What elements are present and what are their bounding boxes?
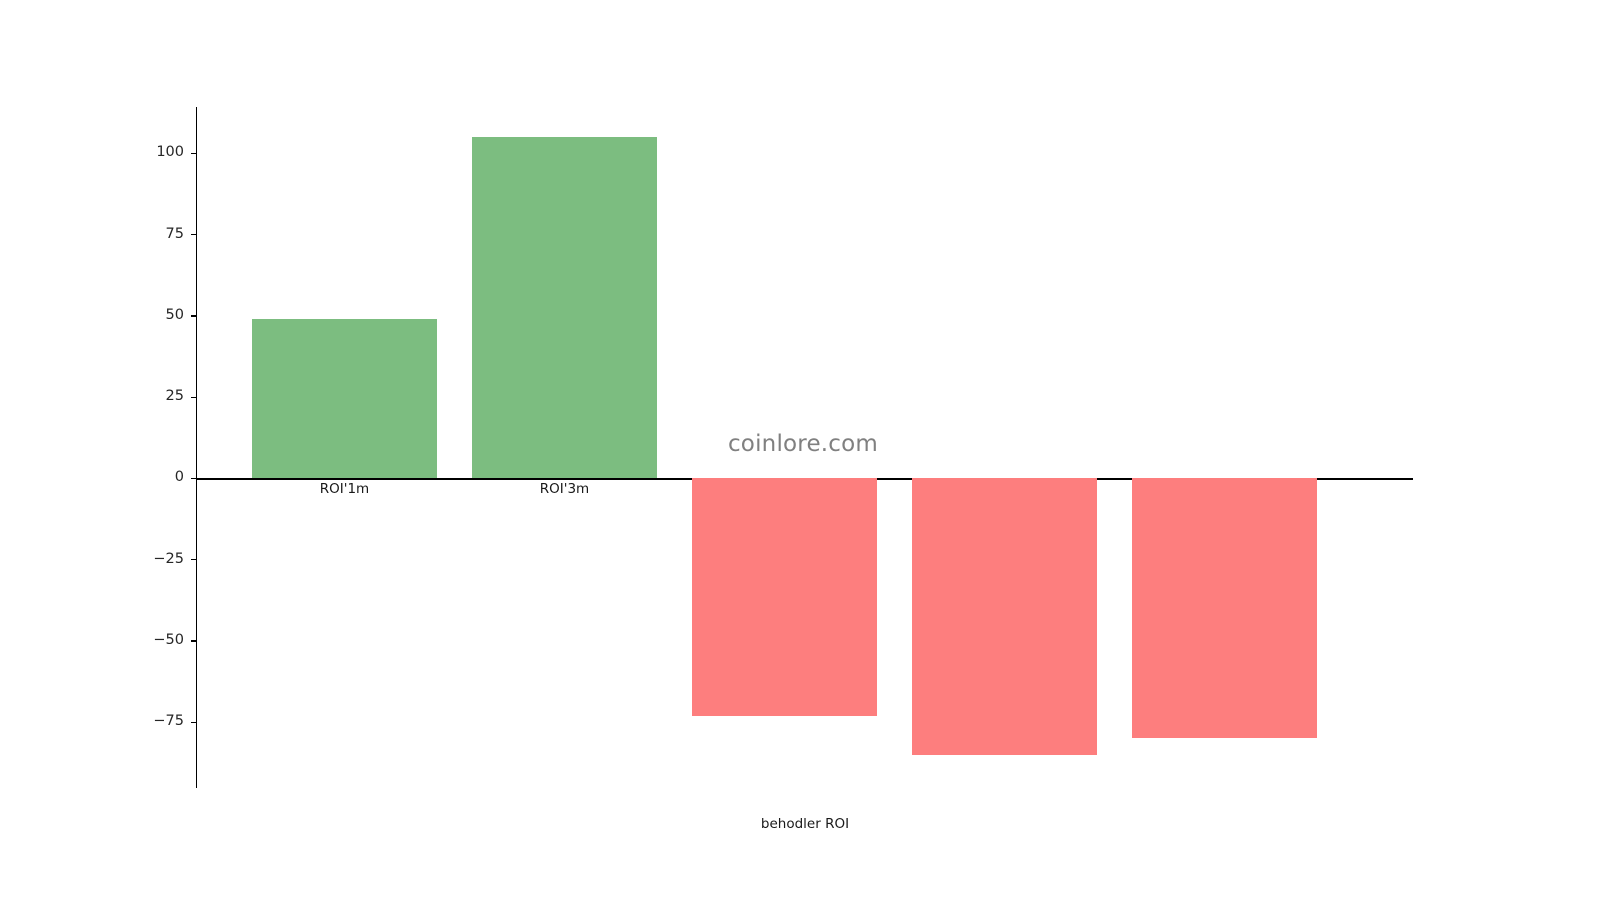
y-axis-tick-mark	[190, 234, 197, 236]
watermark: coinlore.com	[727, 431, 879, 457]
x-axis-tick-label: ROI'3m	[539, 481, 590, 497]
y-axis-tick-mark	[190, 721, 197, 723]
bar	[692, 478, 877, 716]
y-axis-tick-mark	[190, 559, 197, 561]
y-axis-tick-label: −50	[153, 631, 184, 648]
y-axis-tick-mark	[190, 640, 197, 642]
y-axis-tick-label: 50	[165, 306, 184, 323]
y-axis-tick-mark	[190, 152, 197, 155]
y-axis-tick-mark	[190, 477, 197, 480]
bar	[252, 319, 437, 479]
y-axis-tick-label: 0	[174, 469, 184, 486]
y-axis-tick-label: −75	[153, 713, 184, 730]
y-axis-tick-mark	[190, 315, 197, 317]
y-axis-tick-label: −25	[153, 550, 184, 567]
y-axis-tick-mark	[190, 396, 197, 398]
bar	[472, 137, 657, 479]
bar	[1132, 478, 1317, 739]
bar	[912, 478, 1097, 755]
x-axis-title: behodler ROI	[760, 816, 850, 832]
y-axis-spine	[196, 107, 198, 788]
y-axis-tick-label: 25	[165, 388, 184, 405]
y-axis-tick-label: 100	[156, 144, 184, 161]
x-axis-tick-label: ROI'1m	[319, 481, 370, 497]
y-axis-tick-label: 75	[165, 225, 184, 242]
